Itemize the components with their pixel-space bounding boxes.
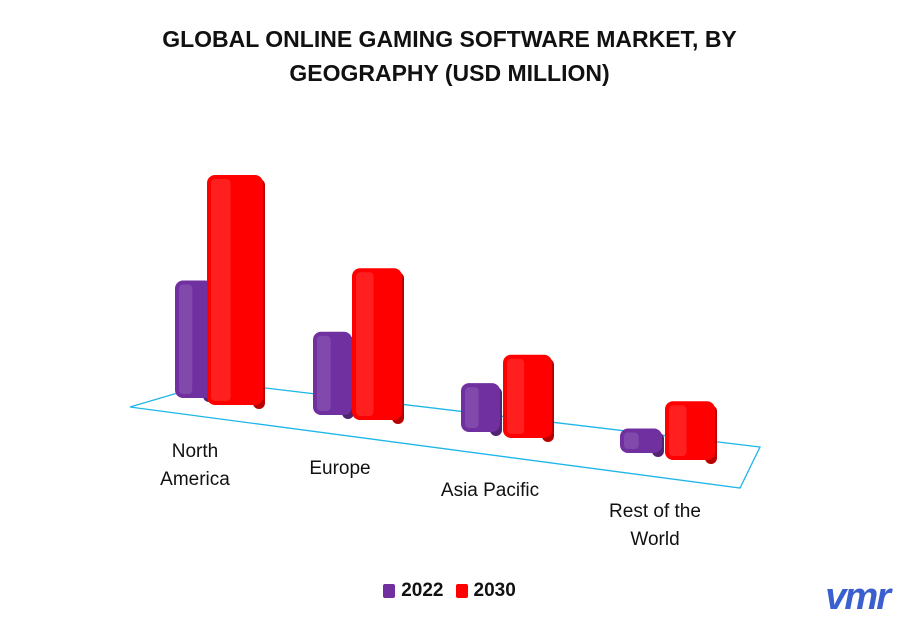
legend-swatch (383, 584, 396, 598)
legend-swatch (455, 584, 468, 598)
chart-title-box: GLOBAL ONLINE GAMING SOFTWARE MARKET, BY… (0, 22, 899, 90)
bar (175, 280, 213, 398)
legend: 2022 2030 (0, 580, 899, 604)
bar-highlight (669, 405, 687, 456)
bar (620, 428, 662, 453)
bar (352, 268, 402, 420)
bar-highlight (465, 387, 479, 428)
x-tick-label: Asia Pacific (440, 480, 540, 501)
x-tick-label: Europe (309, 458, 371, 479)
chart-title: GLOBAL ONLINE GAMING SOFTWARE MARKET, BY… (162, 26, 737, 86)
bar-highlight (507, 358, 525, 434)
legend-label: 2030 (473, 580, 516, 601)
bar-highlight (624, 432, 639, 449)
legend-item: 2022 (383, 580, 444, 602)
legend-label: 2022 (401, 580, 444, 601)
bar (665, 401, 715, 460)
bar-highlight (356, 272, 374, 416)
logo: vmr (825, 576, 891, 618)
x-tick-label: Rest of the World (609, 501, 701, 550)
x-tick-label: North America (160, 441, 230, 490)
bar (313, 331, 352, 415)
bar (207, 175, 263, 405)
legend-item: 2030 (455, 580, 516, 602)
bar (503, 354, 552, 438)
bar-highlight (179, 284, 193, 394)
bar (461, 383, 500, 432)
bar-highlight (211, 179, 231, 401)
bar-highlight (317, 335, 331, 411)
